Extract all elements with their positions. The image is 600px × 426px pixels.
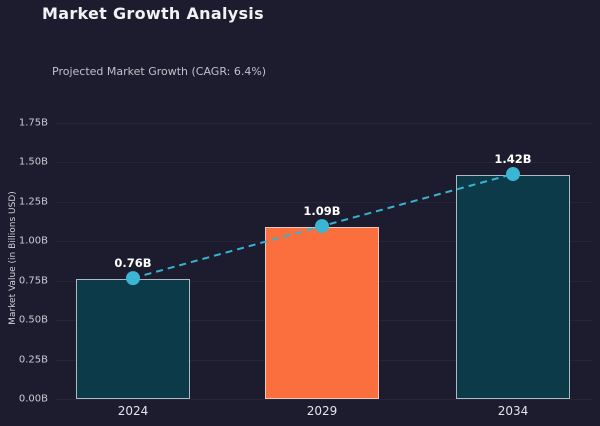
chart-title: Market Growth Analysis xyxy=(42,4,264,23)
gridline xyxy=(56,399,592,400)
y-tick-label: 0.25B xyxy=(18,354,48,366)
y-tick-label: 0.50B xyxy=(18,314,48,326)
bar-value-label: 0.76B xyxy=(114,256,152,271)
bar-value-label: 1.42B xyxy=(494,152,532,167)
gridline xyxy=(56,123,592,124)
y-tick-label: 1.25B xyxy=(18,196,48,208)
bar-2029 xyxy=(265,227,379,399)
y-tick-label: 0.75B xyxy=(18,275,48,287)
x-tick-label: 2024 xyxy=(117,404,149,418)
y-tick-label: 0.00B xyxy=(18,393,48,405)
x-tick-label: 2029 xyxy=(306,404,338,418)
bar-2034 xyxy=(456,175,570,399)
y-tick-label: 1.50B xyxy=(18,156,48,168)
bar-value-label: 1.09B xyxy=(303,204,341,219)
bar-2024 xyxy=(76,279,190,399)
y-tick-label: 1.00B xyxy=(18,235,48,247)
chart-subtitle: Projected Market Growth (CAGR: 6.4%) xyxy=(52,65,267,78)
x-tick-label: 2034 xyxy=(497,404,529,418)
y-tick-label: 1.75B xyxy=(18,117,48,129)
gridline xyxy=(56,162,592,164)
